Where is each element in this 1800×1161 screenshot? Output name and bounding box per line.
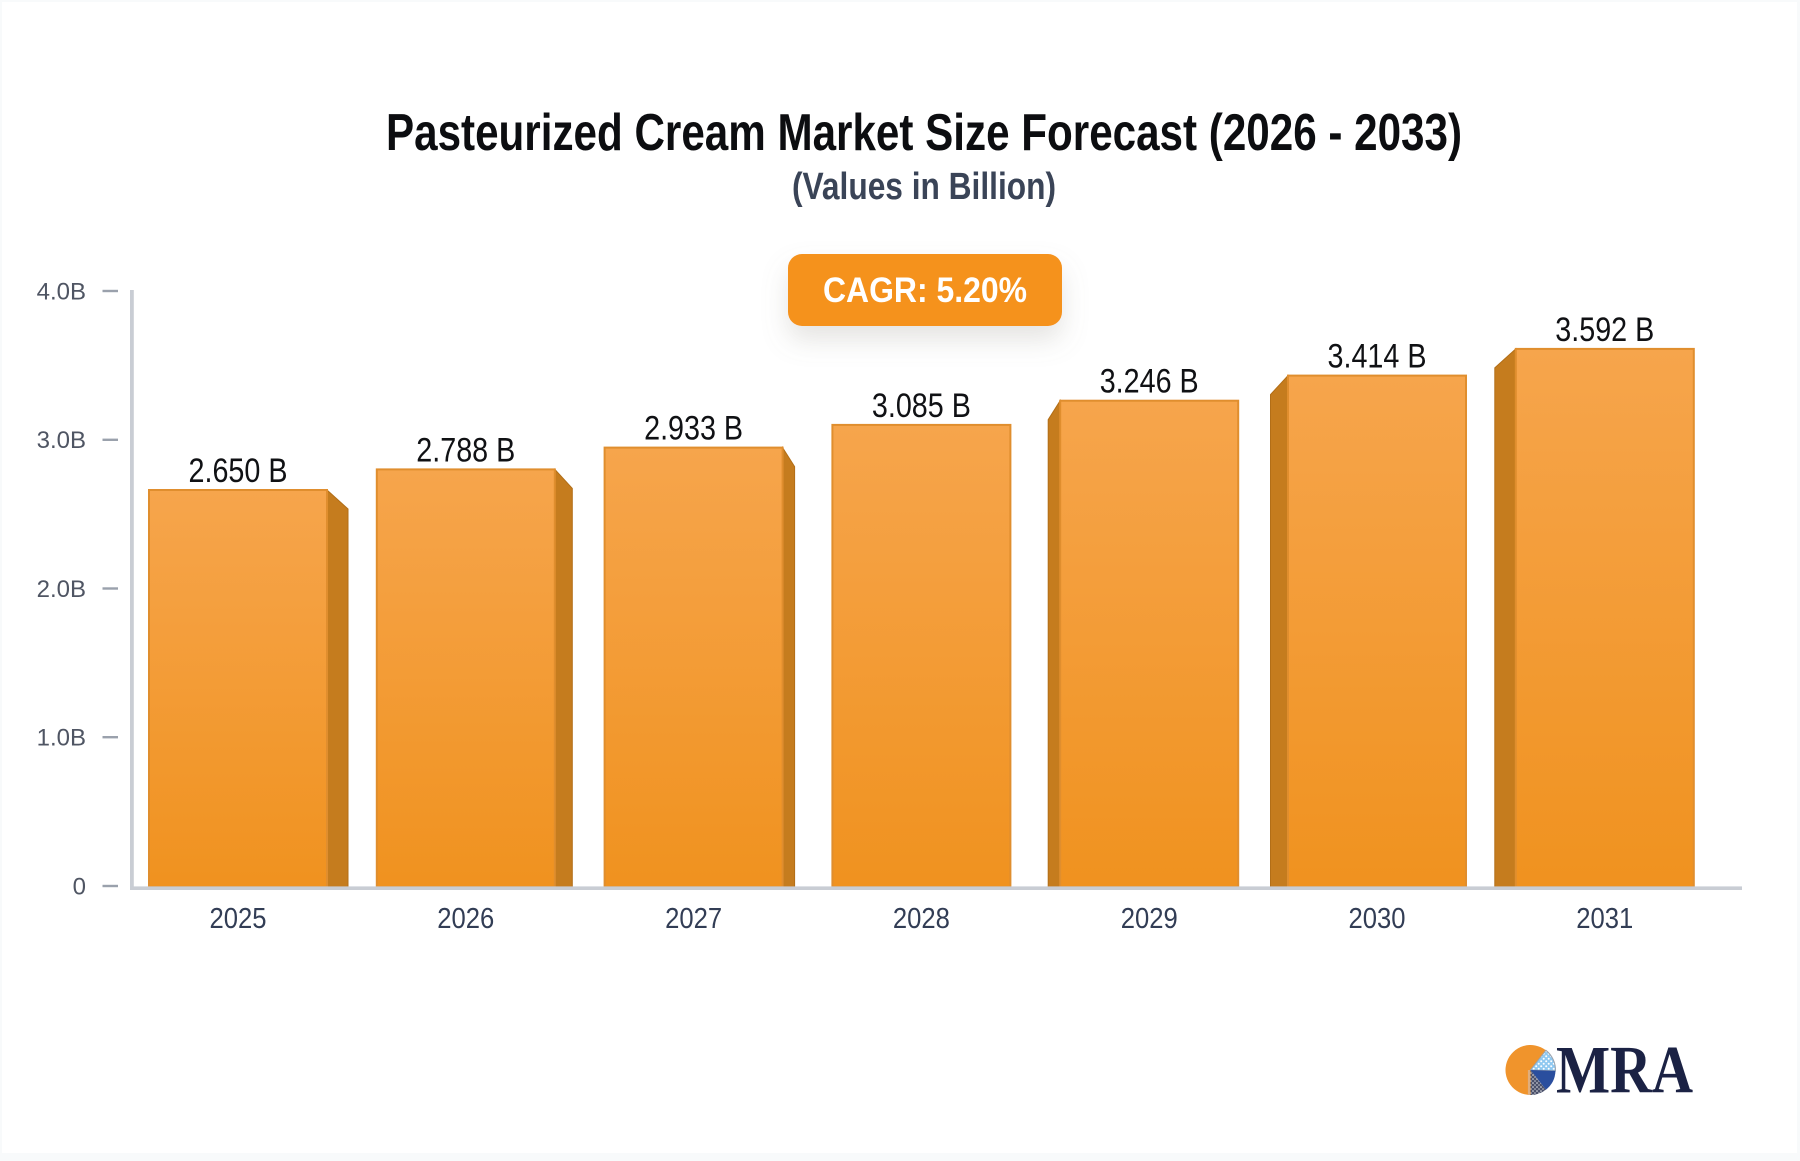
svg-text:2031: 2031	[1576, 903, 1633, 935]
svg-text:3.414 B: 3.414 B	[1328, 338, 1427, 376]
svg-text:3.0B: 3.0B	[37, 427, 86, 454]
svg-text:3.246 B: 3.246 B	[1100, 363, 1199, 401]
svg-text:Pasteurized Cream Market Size: Pasteurized Cream Market Size Forecast (…	[386, 104, 1462, 162]
svg-text:4.0B: 4.0B	[37, 278, 86, 305]
svg-text:MRA: MRA	[1556, 1032, 1693, 1108]
svg-text:0: 0	[73, 873, 86, 900]
svg-text:2025: 2025	[210, 903, 267, 935]
svg-text:2027: 2027	[665, 903, 722, 935]
svg-text:2.650 B: 2.650 B	[189, 452, 288, 490]
svg-text:CAGR: 5.20%: CAGR: 5.20%	[823, 271, 1027, 310]
svg-text:2030: 2030	[1349, 903, 1406, 935]
svg-text:2029: 2029	[1121, 903, 1178, 935]
svg-text:3.085 B: 3.085 B	[872, 387, 971, 425]
svg-text:2.933 B: 2.933 B	[644, 410, 743, 448]
svg-text:2028: 2028	[893, 903, 950, 935]
svg-text:1.0B: 1.0B	[37, 725, 86, 752]
svg-text:2.0B: 2.0B	[37, 576, 86, 603]
svg-text:2026: 2026	[437, 903, 494, 935]
svg-text:2.788 B: 2.788 B	[416, 431, 515, 469]
svg-text:(Values in Billion): (Values in Billion)	[792, 166, 1056, 208]
svg-text:3.592 B: 3.592 B	[1555, 311, 1654, 349]
